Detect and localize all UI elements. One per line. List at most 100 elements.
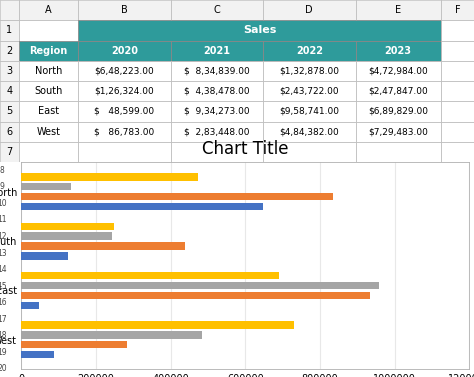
- Text: $2,47,847.00: $2,47,847.00: [368, 87, 428, 96]
- Bar: [441, 0, 474, 20]
- Text: $4,72,984.00: $4,72,984.00: [368, 66, 428, 75]
- Bar: [21, 351, 54, 359]
- Bar: [78, 40, 171, 61]
- Text: $   48,599.00: $ 48,599.00: [94, 107, 155, 116]
- Bar: [0, 61, 19, 81]
- Text: 2: 2: [6, 46, 13, 56]
- Title: Chart Title: Chart Title: [202, 140, 289, 158]
- Bar: [21, 282, 379, 289]
- Bar: [19, 40, 78, 61]
- Bar: [441, 81, 474, 101]
- Text: $7,29,483.00: $7,29,483.00: [368, 127, 428, 136]
- Bar: [21, 242, 185, 250]
- Text: 3: 3: [7, 66, 12, 76]
- Bar: [441, 20, 474, 41]
- Text: 16: 16: [0, 298, 7, 307]
- Bar: [356, 142, 441, 162]
- Bar: [263, 121, 356, 142]
- Bar: [0, 40, 19, 61]
- Bar: [171, 121, 263, 142]
- Text: A: A: [46, 5, 52, 15]
- Text: 11: 11: [0, 216, 7, 224]
- Text: 8: 8: [0, 166, 5, 175]
- Bar: [263, 61, 356, 81]
- Bar: [21, 341, 127, 348]
- Bar: [441, 101, 474, 121]
- Bar: [78, 81, 171, 101]
- Bar: [171, 81, 263, 101]
- Text: $  9,34,273.00: $ 9,34,273.00: [184, 107, 250, 116]
- Bar: [0, 101, 19, 121]
- Text: $  8,34,839.00: $ 8,34,839.00: [184, 66, 250, 75]
- Bar: [263, 40, 356, 61]
- Text: 2020: 2020: [111, 46, 138, 56]
- Text: $  2,83,448.00: $ 2,83,448.00: [184, 127, 250, 136]
- Bar: [356, 101, 441, 121]
- Bar: [356, 121, 441, 142]
- Bar: [21, 233, 112, 240]
- Bar: [21, 252, 68, 260]
- Bar: [171, 142, 263, 162]
- Bar: [356, 61, 441, 81]
- Text: $6,89,829.00: $6,89,829.00: [368, 107, 428, 116]
- Bar: [21, 292, 370, 299]
- Text: East: East: [38, 106, 59, 116]
- Text: 4: 4: [7, 86, 12, 96]
- Text: 1: 1: [7, 25, 12, 35]
- Bar: [0, 142, 19, 162]
- Bar: [263, 0, 356, 20]
- Text: West: West: [36, 127, 61, 137]
- Bar: [0, 20, 19, 41]
- Text: 5: 5: [6, 106, 13, 116]
- Bar: [263, 142, 356, 162]
- Text: $2,43,722.00: $2,43,722.00: [280, 87, 339, 96]
- Bar: [78, 142, 171, 162]
- Bar: [171, 61, 263, 81]
- Text: 6: 6: [7, 127, 12, 137]
- Text: 13: 13: [0, 248, 7, 257]
- Bar: [21, 272, 279, 279]
- Text: 19: 19: [0, 348, 7, 357]
- Bar: [0, 121, 19, 142]
- Text: North: North: [35, 66, 62, 76]
- Text: B: B: [121, 5, 128, 15]
- Bar: [78, 0, 171, 20]
- Bar: [441, 121, 474, 142]
- Bar: [19, 81, 78, 101]
- Text: $   86,783.00: $ 86,783.00: [94, 127, 155, 136]
- Text: 20: 20: [0, 364, 7, 373]
- Bar: [356, 0, 441, 20]
- Text: C: C: [213, 5, 220, 15]
- Bar: [441, 142, 474, 162]
- Text: $4,84,382.00: $4,84,382.00: [279, 127, 339, 136]
- Bar: [263, 81, 356, 101]
- Text: $1,32,878.00: $1,32,878.00: [279, 66, 339, 75]
- Bar: [19, 142, 78, 162]
- Text: 18: 18: [0, 331, 7, 340]
- Bar: [441, 61, 474, 81]
- Bar: [78, 101, 171, 121]
- Bar: [441, 40, 474, 61]
- Text: E: E: [395, 5, 401, 15]
- Text: 10: 10: [0, 199, 7, 208]
- Bar: [21, 193, 333, 200]
- Text: 7: 7: [6, 147, 13, 157]
- Bar: [21, 302, 39, 309]
- Text: 2021: 2021: [203, 46, 230, 56]
- Bar: [263, 101, 356, 121]
- Bar: [19, 20, 78, 41]
- Bar: [21, 321, 293, 329]
- Bar: [21, 173, 198, 181]
- Bar: [21, 331, 202, 339]
- Bar: [171, 101, 263, 121]
- Bar: [0, 81, 19, 101]
- Text: Sales: Sales: [243, 25, 276, 35]
- Bar: [19, 121, 78, 142]
- Text: $6,48,223.00: $6,48,223.00: [94, 66, 155, 75]
- Text: 2023: 2023: [385, 46, 411, 56]
- Text: D: D: [305, 5, 313, 15]
- Bar: [21, 203, 263, 210]
- Bar: [356, 81, 441, 101]
- Text: 14: 14: [0, 265, 7, 274]
- Bar: [21, 183, 71, 190]
